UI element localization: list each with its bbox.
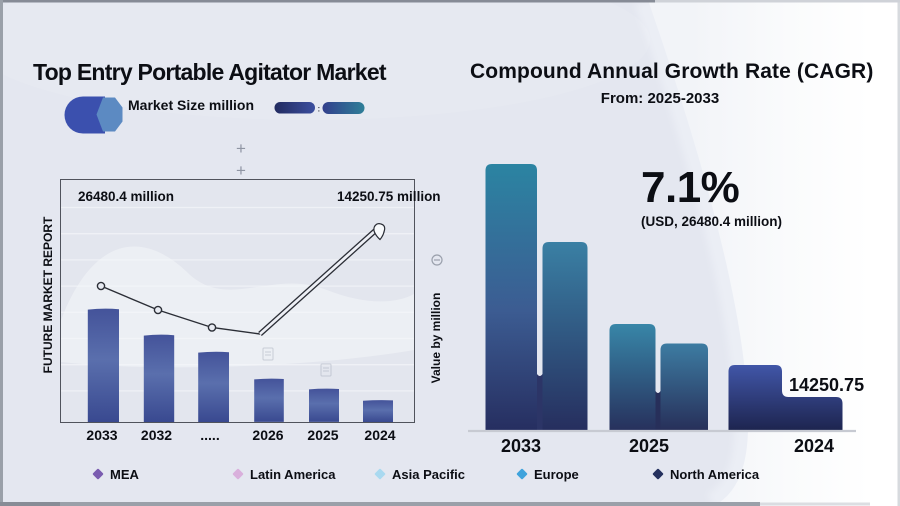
svg-text::: : bbox=[318, 105, 321, 114]
